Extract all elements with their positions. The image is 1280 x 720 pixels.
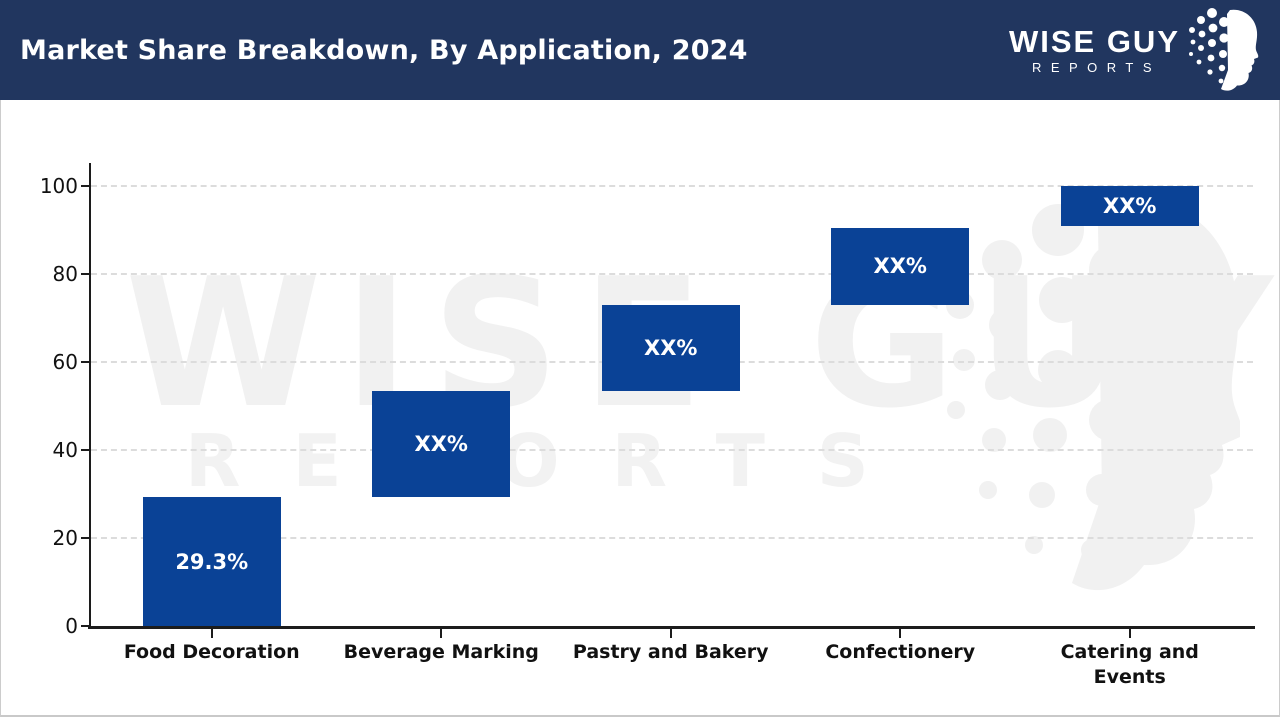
- bar-value-label: XX%: [414, 431, 468, 456]
- bar-value-label: XX%: [873, 254, 927, 279]
- x-category-label: Pastry and Bakery: [572, 641, 769, 663]
- wise-guy-logo: WISE GUY REPORTS: [1009, 4, 1280, 96]
- page-title: Market Share Breakdown, By Application, …: [20, 34, 748, 66]
- y-tick-60: [81, 361, 89, 363]
- gridline-y-20: [91, 537, 1253, 539]
- x-tick-2: [669, 629, 672, 638]
- bar-segment-3: XX%: [831, 227, 970, 305]
- y-tick-label-60: 60: [52, 350, 78, 374]
- y-tick-80: [81, 273, 89, 275]
- y-tick-label-40: 40: [52, 438, 78, 462]
- y-tick-label-80: 80: [52, 262, 78, 286]
- x-category-label: Beverage Marking: [343, 641, 539, 663]
- x-category-label: Catering and Events: [1060, 641, 1199, 688]
- logo-wordmark: WISE GUY REPORTS: [1009, 26, 1180, 74]
- y-tick-20: [81, 537, 89, 539]
- bar-value-label: XX%: [1103, 193, 1157, 218]
- x-category-label: Food Decoration: [123, 641, 300, 663]
- logo-wiseguy-text: WISE GUY: [1008, 24, 1180, 59]
- header-band: Market Share Breakdown, By Application, …: [0, 0, 1280, 100]
- bar-segment-0: 29.3%: [142, 497, 281, 626]
- y-tick-0: [81, 625, 89, 627]
- watermark-face-icon: [930, 185, 1242, 619]
- y-axis-line: [89, 163, 91, 626]
- y-tick-label-20: 20: [52, 526, 78, 550]
- bar-segment-2: XX%: [601, 304, 740, 391]
- y-tick-40: [81, 449, 89, 451]
- gridline-y-100: [91, 185, 1253, 187]
- x-tick-3: [899, 629, 902, 638]
- x-category-label: Confectionery: [825, 641, 976, 663]
- logo-reports-text: REPORTS: [1031, 60, 1162, 75]
- bar-segment-4: XX%: [1060, 186, 1199, 226]
- x-axis-line: [88, 626, 1255, 629]
- y-tick-100: [81, 185, 89, 187]
- y-tick-label-0: 0: [65, 614, 78, 638]
- bar-value-label: 29.3%: [175, 549, 249, 574]
- logo-face-icon: [1184, 4, 1262, 96]
- x-tick-0: [210, 629, 213, 638]
- bar-segment-1: XX%: [372, 390, 511, 498]
- gridline-y-40: [91, 449, 1253, 451]
- watermark-reports-text: REPORTS: [185, 419, 921, 503]
- gridline-y-80: [91, 273, 1253, 275]
- y-tick-label-100: 100: [39, 174, 78, 198]
- x-tick-4: [1128, 629, 1131, 638]
- bar-value-label: XX%: [644, 335, 698, 360]
- x-tick-1: [440, 629, 443, 638]
